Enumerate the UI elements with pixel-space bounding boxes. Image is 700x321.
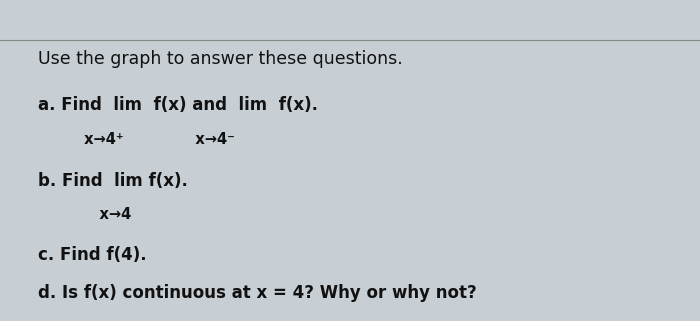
Text: b. Find  lim f(x).: b. Find lim f(x).: [38, 172, 188, 190]
Text: x→4⁺              x→4⁻: x→4⁺ x→4⁻: [38, 132, 235, 147]
Text: a. Find  lim  f(x) and  lim  f(x).: a. Find lim f(x) and lim f(x).: [38, 96, 318, 114]
Text: c. Find f(4).: c. Find f(4).: [38, 246, 147, 264]
Text: Use the graph to answer these questions.: Use the graph to answer these questions.: [38, 50, 403, 68]
Text: x→4: x→4: [38, 207, 132, 222]
Text: d. Is f(x) continuous at x = 4? Why or why not?: d. Is f(x) continuous at x = 4? Why or w…: [38, 284, 477, 302]
